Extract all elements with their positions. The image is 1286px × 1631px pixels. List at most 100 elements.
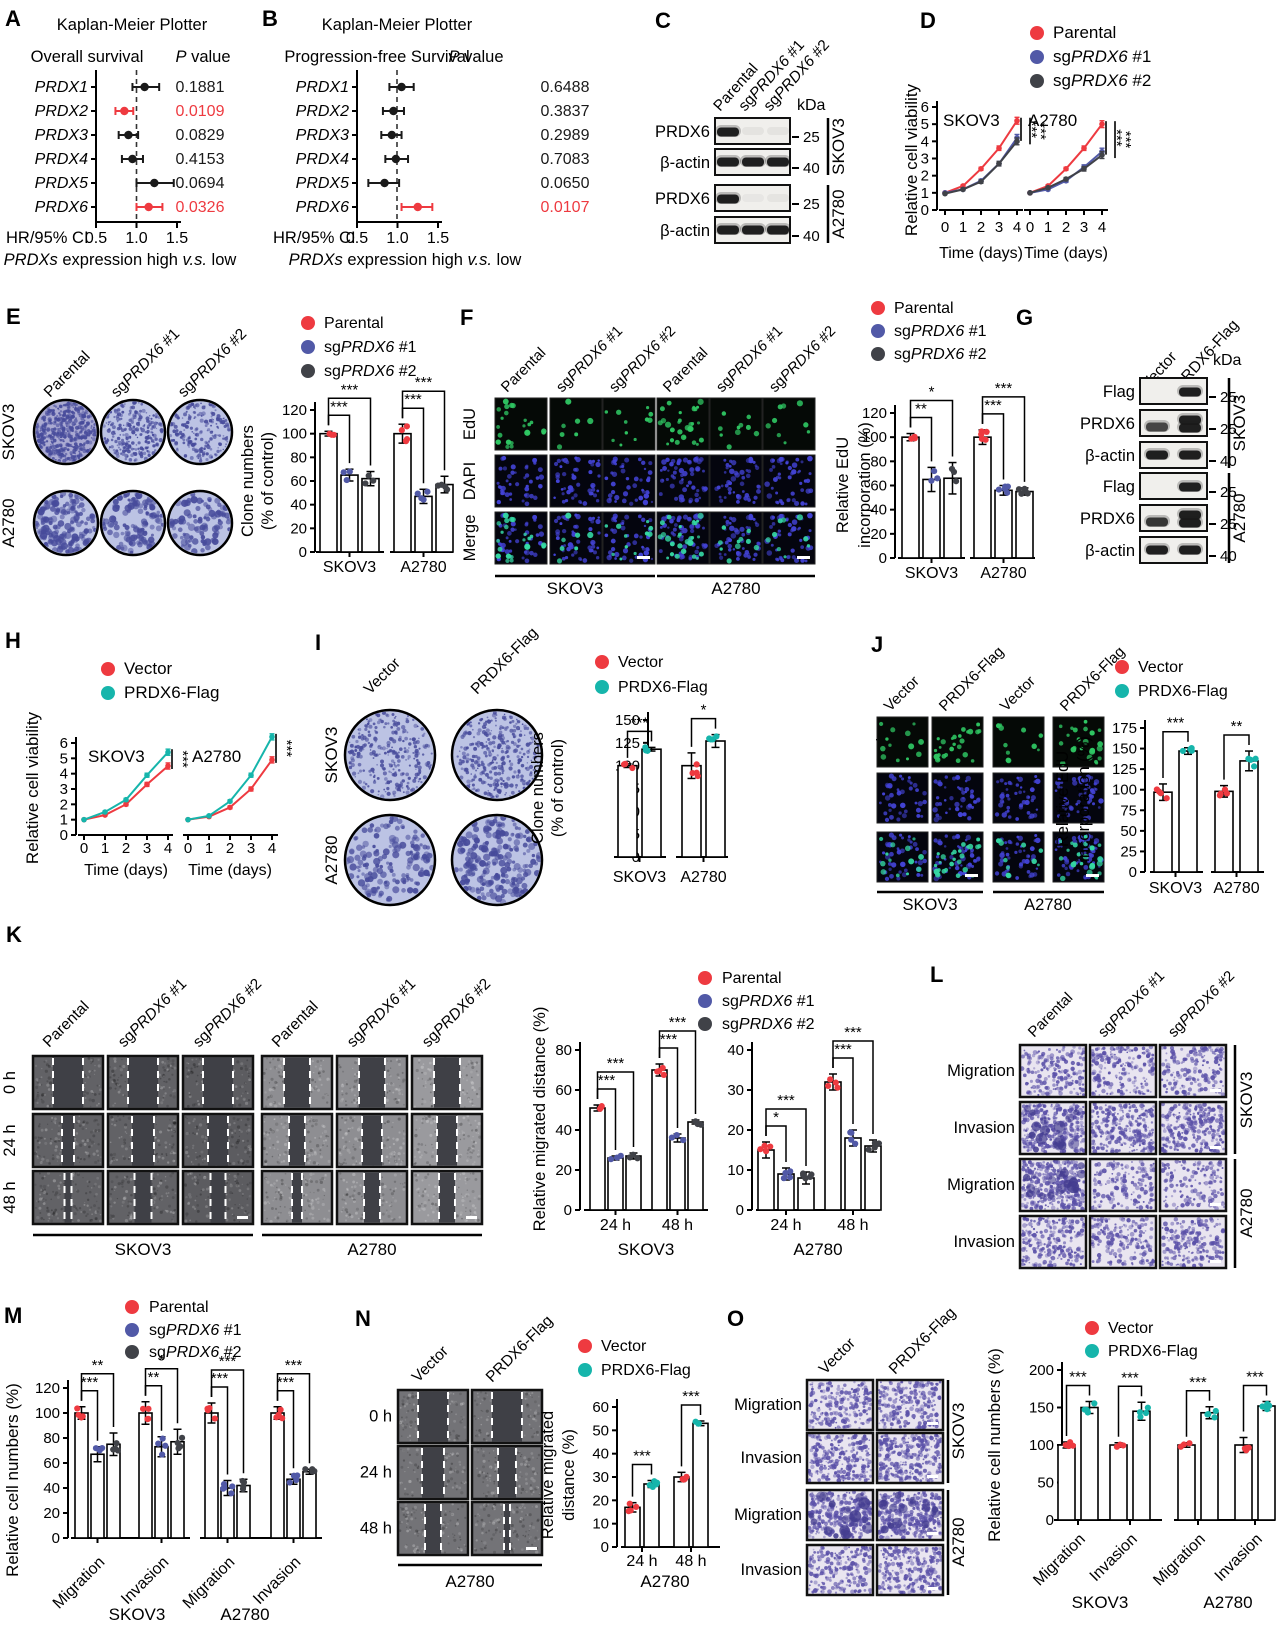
colony-dot xyxy=(405,719,410,724)
edu-dot xyxy=(916,751,922,758)
colony-dot xyxy=(132,524,138,530)
dapi-dot xyxy=(531,514,538,520)
colony-dot xyxy=(460,745,463,749)
colony-dot xyxy=(117,440,122,445)
colony-dot xyxy=(375,863,380,868)
band xyxy=(767,157,789,167)
colony-dot xyxy=(526,762,529,764)
colony-dot xyxy=(350,758,355,763)
dapi-dot xyxy=(1075,802,1079,806)
dapi-dot xyxy=(1019,786,1023,789)
colony-dot xyxy=(367,741,371,745)
colony-dot xyxy=(51,449,55,453)
data-point xyxy=(996,160,1002,167)
colony-dot xyxy=(391,872,396,877)
cell-speck xyxy=(93,1073,96,1076)
dapi-dot xyxy=(574,524,579,529)
dapi-dot xyxy=(576,482,581,487)
dapi-dot xyxy=(1083,847,1088,852)
cell-line-label: A2780 xyxy=(1230,493,1249,542)
dapi-dot xyxy=(787,532,792,537)
colony-dot xyxy=(358,769,363,773)
colony-dot xyxy=(476,756,481,761)
cell-speck xyxy=(187,1069,190,1072)
dapi-dot xyxy=(800,545,805,549)
cell-speck xyxy=(281,1080,285,1083)
edu-dot xyxy=(1083,841,1088,847)
group-label: SKOV3 xyxy=(905,565,958,582)
colony-dot xyxy=(505,746,510,752)
colony-dot xyxy=(516,873,522,879)
colony-dot xyxy=(113,520,118,526)
colony-dot xyxy=(499,725,503,729)
dapi-dot xyxy=(889,851,894,857)
dapi-dot xyxy=(922,849,927,855)
colony-dot xyxy=(151,440,154,443)
column-label: sgPRDX6 #2 xyxy=(419,975,494,1050)
cell-speck xyxy=(324,1093,326,1096)
colony-dot xyxy=(121,438,125,442)
colony-dot xyxy=(488,750,492,754)
dapi-dot xyxy=(800,501,805,506)
colony-dot xyxy=(120,417,123,420)
colony-dot xyxy=(415,775,418,779)
colony-dot xyxy=(510,740,515,744)
dapi-dot xyxy=(607,550,613,555)
dapi-dot xyxy=(794,557,800,563)
cell-speck xyxy=(247,1099,251,1102)
bar xyxy=(393,432,412,553)
colony-dot xyxy=(134,448,138,451)
cell-speck xyxy=(265,1098,268,1101)
cell-speck xyxy=(397,1078,400,1080)
dapi-dot xyxy=(787,475,792,480)
x-tick-label: 2 xyxy=(122,840,130,857)
dapi-dot xyxy=(514,528,517,531)
dapi-dot xyxy=(614,557,617,560)
colony-dot xyxy=(526,836,533,843)
cell-speck xyxy=(388,1090,391,1093)
colony-dot xyxy=(382,848,390,856)
colony-dot xyxy=(417,765,422,770)
dapi-dot xyxy=(798,526,801,530)
legend-dot xyxy=(1030,50,1044,64)
colony-dot xyxy=(347,750,350,753)
colony-dot xyxy=(190,496,198,504)
colony-dot xyxy=(500,778,503,781)
colony-dot xyxy=(511,860,516,864)
hr-point xyxy=(413,202,422,212)
dapi-dot xyxy=(597,474,601,478)
dapi-dot xyxy=(804,559,808,563)
data-dot xyxy=(995,486,1003,493)
blot-box xyxy=(714,117,791,145)
colony-dot xyxy=(509,728,514,733)
dapi-dot xyxy=(626,485,631,490)
cell-speck xyxy=(236,1096,240,1100)
edu-dot xyxy=(1089,863,1096,870)
dapi-dot xyxy=(1064,866,1068,871)
colony-dot xyxy=(57,520,65,527)
colony-dot xyxy=(127,444,132,449)
cell-line-label: SKOV3 xyxy=(902,896,957,914)
dapi-dot xyxy=(719,555,724,560)
colony-dot xyxy=(504,878,511,885)
colony-dot xyxy=(373,736,378,742)
colony-dot xyxy=(67,543,73,549)
dapi-dot xyxy=(912,782,918,788)
colony-dot xyxy=(194,428,198,432)
dapi-dot xyxy=(510,470,515,475)
colony-dot xyxy=(379,763,385,768)
dapi-dot xyxy=(614,458,618,463)
data-point xyxy=(248,786,254,792)
colony-dot xyxy=(37,508,45,516)
cell-speck xyxy=(188,1094,192,1097)
y-tick-label: 2 xyxy=(921,168,929,185)
colony-dot xyxy=(169,522,175,528)
colony-dot xyxy=(222,448,224,451)
subplot-title: SKOV3 xyxy=(88,747,145,766)
cell-speck xyxy=(46,1083,50,1087)
colony-dot xyxy=(113,524,120,531)
colony-dot xyxy=(137,450,143,456)
colony-dot xyxy=(378,890,384,896)
colony-dot xyxy=(207,441,210,444)
colony-dot xyxy=(69,520,74,525)
